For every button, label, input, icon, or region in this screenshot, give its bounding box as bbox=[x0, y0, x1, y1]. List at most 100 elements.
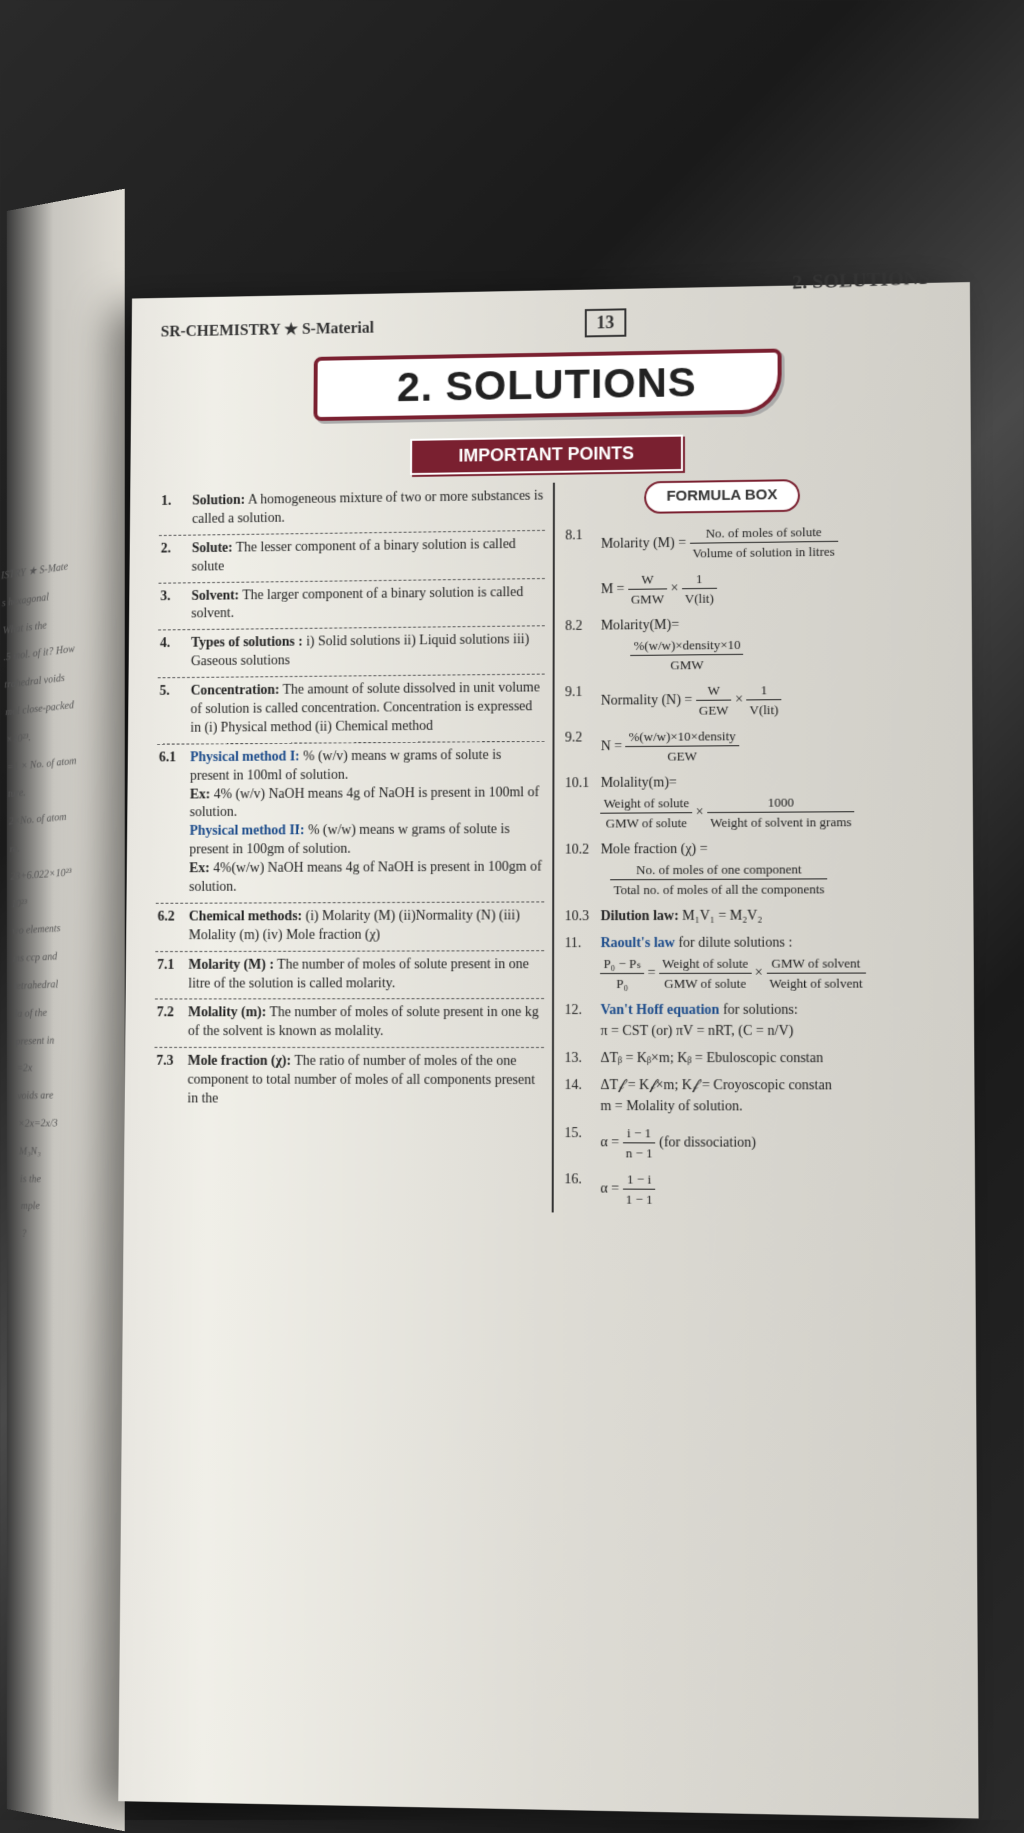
fraction-top: P₀ − Pₛ bbox=[600, 953, 644, 974]
fraction-top: No. of moles of one component bbox=[611, 859, 828, 880]
definition-molarity: 7.1 Molarity (M) : The number of moles o… bbox=[155, 951, 545, 1000]
item-body: Solution: A homogeneous mixture of two o… bbox=[192, 488, 543, 530]
fraction-top: 1 bbox=[746, 680, 781, 701]
formula-label: Molarity(M)= bbox=[601, 617, 679, 633]
item-number: 3. bbox=[160, 588, 186, 625]
spine-line: ms ccp and bbox=[13, 944, 122, 969]
equation-text: ΔT𝒻 = K𝒻×m; K𝒻 = Croyoscopic constan bbox=[600, 1078, 831, 1093]
formula-normality-density: 9.2 N = %(w/w)×10×densityGEW bbox=[565, 721, 942, 770]
fraction-top: 1 − i bbox=[623, 1169, 656, 1190]
fraction-top: No. of moles of solute bbox=[690, 522, 838, 544]
fraction-bottom: V(lit) bbox=[746, 700, 781, 720]
formula-box-heading: FORMULA BOX bbox=[645, 479, 800, 513]
fraction-bottom: Weight of solvent bbox=[766, 974, 865, 994]
cryoscopic-constant: 14. ΔT𝒻 = K𝒻×m; K𝒻 = Croyoscopic constan… bbox=[564, 1072, 944, 1121]
fraction-top: 1 bbox=[682, 569, 717, 590]
example-label: Ex: bbox=[190, 787, 211, 802]
example-text: 4% (w/v) NaOH means 4g of NaOH is presen… bbox=[190, 785, 539, 821]
fraction-bottom: GEW bbox=[696, 701, 732, 721]
fraction-top: i − 1 bbox=[623, 1123, 656, 1144]
item-number: 6.1 bbox=[158, 749, 185, 898]
spine-line: ×2x=2x/3 bbox=[18, 1113, 128, 1134]
physical-methods: 6.1 Physical method I: % (w/v) means w g… bbox=[156, 742, 545, 904]
spine-line: .5 mol. of it? How bbox=[3, 635, 112, 668]
keyword: Molarity (M) : bbox=[188, 957, 274, 972]
item-number: 10.3 bbox=[565, 906, 595, 927]
keyword: Concentration: bbox=[191, 683, 280, 699]
formula-body: Van't Hoff equation for solutions:π = CS… bbox=[600, 999, 798, 1041]
types-of-solutions: 4. Types of solutions : i) Solid solutio… bbox=[158, 627, 545, 679]
spine-line: mple bbox=[20, 1197, 130, 1218]
fraction-bottom: GMW bbox=[628, 589, 667, 609]
definition-solute: 2. Solute: The lesser component of a bin… bbox=[159, 531, 546, 584]
spine-line: 10²³ bbox=[11, 888, 120, 915]
example-label: Ex: bbox=[189, 861, 210, 876]
formula-body: Raoult's law for dilute solutions : P₀ −… bbox=[600, 932, 865, 994]
item-number: 14. bbox=[564, 1075, 594, 1096]
keyword: Physical method II: bbox=[189, 824, 304, 839]
spine-line: =2x bbox=[16, 1057, 126, 1080]
formula-body: Mole fraction (χ) = No. of moles of one … bbox=[601, 838, 828, 900]
item-body: Solvent: The larger component of a binar… bbox=[191, 584, 543, 625]
formula-label: Mole fraction (χ) = bbox=[601, 841, 708, 856]
formula-label: α = bbox=[600, 1135, 619, 1150]
item-number: 2. bbox=[161, 540, 187, 577]
formula-body: Dilution law: M₁V₁ = M₂V₂ bbox=[600, 905, 762, 926]
definition-solvent: 3. Solvent: The larger component of a bi… bbox=[158, 579, 545, 631]
spine-line: ×10²³. bbox=[6, 719, 115, 750]
item-number: 5. bbox=[159, 683, 185, 739]
page-number: 13 bbox=[584, 308, 626, 337]
spine-line: M₃N₃ bbox=[19, 1141, 129, 1161]
item-number: 11. bbox=[565, 933, 595, 954]
spine-line: =1 × No. of atom bbox=[7, 748, 116, 778]
fraction-bottom: Total no. of moles of all the components bbox=[611, 879, 828, 899]
formula-label: Molality(m)= bbox=[601, 775, 677, 790]
item-text: for solutions: bbox=[723, 1002, 798, 1017]
formula-body: α = 1 − i1 − 1 bbox=[600, 1169, 655, 1209]
formula-molarity-alt: M = WGMW × 1V(lit) bbox=[565, 563, 941, 613]
spine-line: ture. bbox=[8, 776, 117, 805]
item-text: A homogeneous mixture of two or more sub… bbox=[192, 489, 543, 527]
chapter-title: 2. SOLUTIONS bbox=[325, 361, 769, 410]
fraction-bottom: GMW bbox=[631, 655, 744, 675]
association-alpha: 16. α = 1 − i1 − 1 bbox=[564, 1166, 944, 1214]
formula-body: Normality (N) = WGEW × 1V(lit) bbox=[601, 680, 782, 721]
fraction-top: W bbox=[628, 569, 667, 590]
keyword: Molality (m): bbox=[188, 1006, 266, 1021]
spine-line: wo elements bbox=[12, 916, 121, 942]
item-number: 13. bbox=[564, 1048, 594, 1069]
right-column-formulas: FORMULA BOX 8.1 Molarity (M) = No. of mo… bbox=[552, 477, 944, 1214]
formula-body: ΔT𝒻 = K𝒻×m; K𝒻 = Croyoscopic constanm = … bbox=[600, 1075, 832, 1118]
formula-label: Normality (N) = bbox=[601, 693, 693, 709]
keyword: Raoult's law bbox=[600, 935, 674, 950]
spine-line: trahedral voids bbox=[4, 663, 113, 695]
definition-solution: 1. Solution: A homogeneous mixture of tw… bbox=[159, 483, 545, 536]
item-number: 8.2 bbox=[565, 615, 595, 636]
spine-line: ? bbox=[21, 1225, 131, 1246]
fraction-top: %(w/w)×10×density bbox=[626, 726, 739, 747]
formula-label: M = bbox=[601, 582, 625, 597]
formula-label: α = bbox=[600, 1181, 619, 1196]
content-columns: 1. Solution: A homogeneous mixture of tw… bbox=[153, 477, 944, 1214]
spine-line: What is the bbox=[2, 607, 111, 641]
item-body: Molality (m): The number of moles of sol… bbox=[188, 1005, 543, 1043]
fraction-bottom: Weight of solvent in grams bbox=[707, 812, 855, 832]
spine-line: tetrahedral bbox=[14, 972, 123, 997]
fraction-bottom: GMW of solute bbox=[659, 974, 751, 994]
fraction-bottom: P₀ bbox=[600, 974, 644, 994]
item-number: 9.1 bbox=[565, 682, 595, 703]
spine-line: is the bbox=[20, 1170, 130, 1190]
source-label: SR-CHEMISTRY ★ S-Material bbox=[161, 318, 374, 341]
formula-body: α = i − 1n − 1 (for dissociation) bbox=[600, 1123, 756, 1164]
item-text: The lesser component of a binary solutio… bbox=[192, 537, 516, 574]
formula-body: Molarity (M) = No. of moles of soluteVol… bbox=[601, 522, 838, 565]
item-body: Physical method I: % (w/v) means w grams… bbox=[189, 747, 543, 898]
fraction-top: %(w/w)×density×10 bbox=[631, 635, 744, 656]
keyword: Van't Hoff equation bbox=[600, 1002, 719, 1017]
item-text: for dilute solutions : bbox=[678, 935, 792, 950]
item-number: 15. bbox=[564, 1123, 594, 1144]
item-body: Types of solutions : i) Solid solutions … bbox=[191, 632, 543, 673]
keyword: Solution: bbox=[192, 493, 245, 508]
fraction-top: GMW of solvent bbox=[766, 953, 865, 974]
item-number: 4. bbox=[160, 635, 186, 672]
